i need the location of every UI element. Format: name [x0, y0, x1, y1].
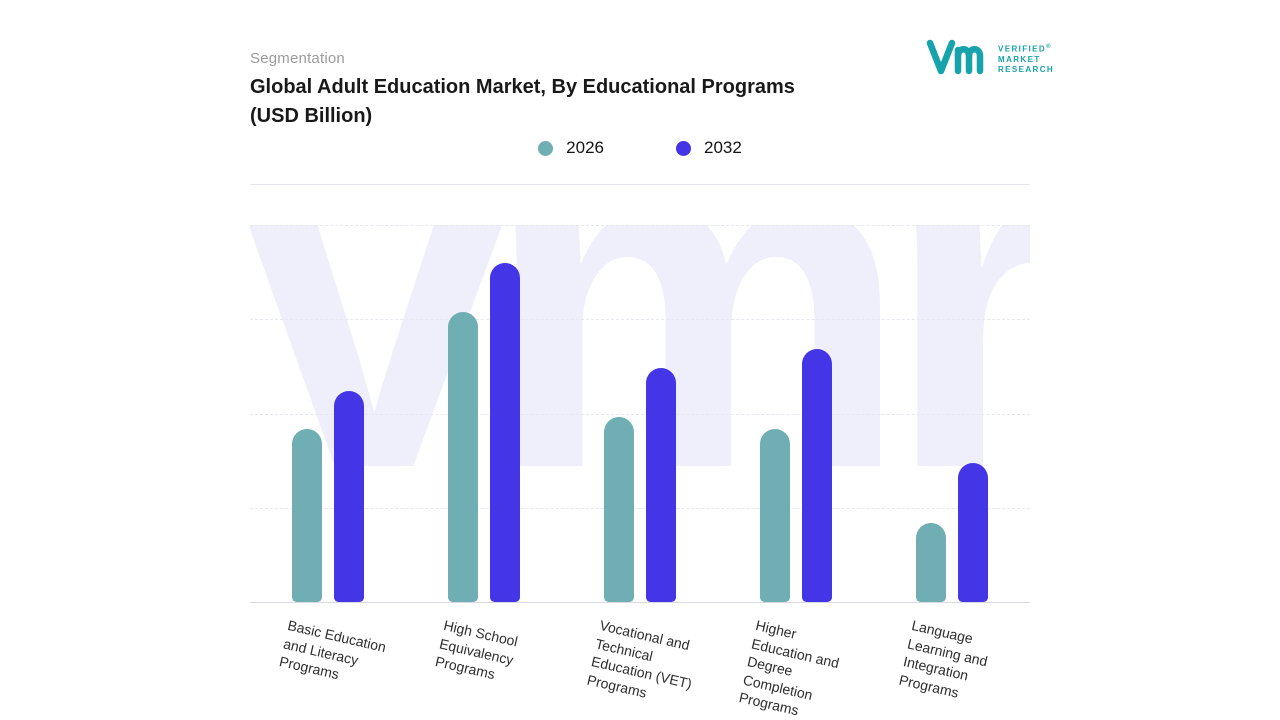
- x-axis-label-5: Language Learning and Integration Programs: [897, 616, 990, 701]
- vmr-logo-text: VERIFIED® MARKET RESEARCH: [998, 38, 1054, 75]
- bars-area: [250, 225, 1030, 602]
- bar-2026-category-3: [604, 417, 634, 602]
- gridline: [250, 413, 1030, 415]
- legend-item-2032[interactable]: 2032: [676, 138, 742, 158]
- vmr-logo: VERIFIED® MARKET RESEARCH: [926, 38, 1054, 76]
- legend: 2026 2032: [250, 133, 1030, 163]
- bar-group-3: [562, 225, 718, 602]
- x-axis-label-2: High School Equivalency Programs: [433, 616, 520, 683]
- legend-swatch-2026: [538, 140, 554, 156]
- bar-2032-category-4: [802, 349, 832, 602]
- vmr-logo-text-line-3: RESEARCH: [998, 64, 1055, 74]
- bar-group-5: [874, 225, 1030, 602]
- vmr-logo-icon: [926, 39, 984, 75]
- bar-2032-category-2: [490, 262, 520, 602]
- x-axis-labels: Basic Education and Literacy Programs High …: [250, 602, 1030, 720]
- gridline: [250, 225, 1030, 226]
- legend-label-2032: 2032: [704, 138, 742, 157]
- x-axis-label-1: Basic Education and Literacy Programs: [277, 616, 388, 683]
- gridline: [250, 319, 1030, 321]
- chart-title-line-1: Global Adult Education Market, By Educat…: [250, 76, 795, 98]
- eyebrow-label: Segmentation: [250, 50, 345, 67]
- header-divider: [250, 184, 1030, 185]
- legend-item-2026[interactable]: 2026: [538, 138, 604, 158]
- bar-group-1: [250, 225, 406, 602]
- bar-2032-category-1: [334, 390, 364, 602]
- x-axis-label-4: Higher Education and Degree Completion Progr…: [737, 616, 841, 719]
- plot-area: vmr: [250, 225, 1030, 603]
- vmr-logo-text-line-2: MARKET: [998, 54, 1041, 64]
- legend-swatch-2032: [676, 140, 691, 156]
- x-axis-label-3: Vocational and Technical Education (VET) Pr…: [585, 616, 694, 701]
- bar-2026-category-1: [292, 428, 322, 602]
- bar-group-2: [406, 225, 562, 602]
- vmr-logo-text-line-1: VERIFIED®: [998, 44, 1051, 54]
- gridline: [250, 507, 1030, 509]
- bar-2032-category-3: [646, 368, 676, 602]
- chart-title-line-2: (USD Billion): [250, 105, 373, 127]
- bar-2026-category-4: [760, 428, 790, 602]
- chart-title: Global Adult Education Market, By Educat…: [250, 73, 890, 131]
- bar-2026-category-2: [448, 311, 478, 602]
- bar-group-4: [718, 225, 874, 602]
- bar-2032-category-5: [958, 462, 988, 602]
- bar-2026-category-5: [916, 522, 946, 602]
- legend-label-2026: 2026: [566, 138, 604, 157]
- registered-mark: ®: [1046, 44, 1051, 50]
